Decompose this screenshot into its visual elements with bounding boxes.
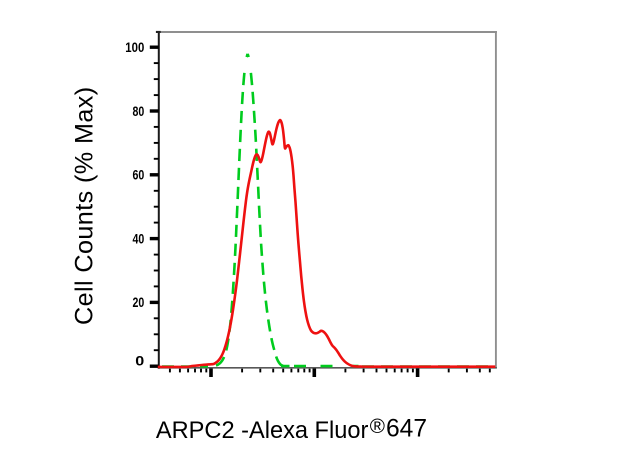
svg-text:40: 40 <box>133 231 145 246</box>
svg-text:60: 60 <box>133 168 145 183</box>
svg-text:ARPC2 -Alexa Fluor®647: ARPC2 -Alexa Fluor®647 <box>156 415 427 444</box>
svg-text:0: 0 <box>135 354 144 369</box>
svg-text:80: 80 <box>133 104 145 119</box>
svg-text:20: 20 <box>133 295 145 310</box>
svg-text:100: 100 <box>125 40 144 55</box>
svg-text:Cell Counts (% Max): Cell Counts (% Max) <box>70 86 98 325</box>
